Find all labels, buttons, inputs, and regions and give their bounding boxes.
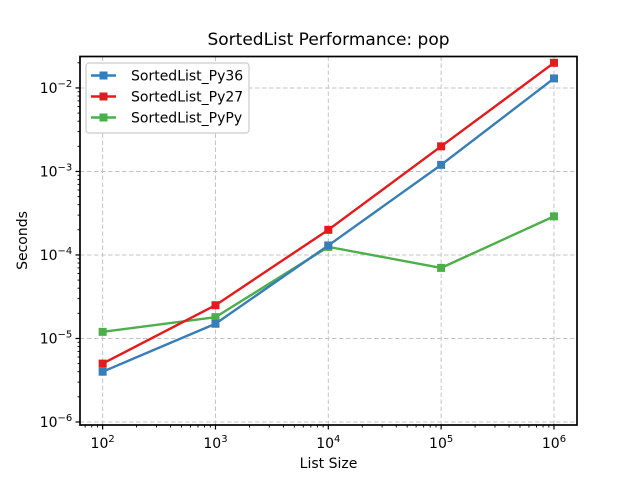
chart-title: SortedList Performance: pop bbox=[207, 30, 449, 50]
data-marker-SortedList_PyPy bbox=[98, 327, 107, 336]
tick-label-exponent: −3 bbox=[58, 162, 73, 173]
series-SortedList_Py27 bbox=[98, 58, 558, 368]
series-SortedList_Py36 bbox=[98, 74, 558, 376]
data-marker-SortedList_PyPy bbox=[549, 212, 558, 221]
tick-label-exponent: 5 bbox=[447, 434, 453, 445]
tick-label-exponent: 2 bbox=[108, 434, 114, 445]
data-marker-SortedList_Py27 bbox=[437, 142, 446, 151]
tick-label-base: 10 bbox=[542, 436, 560, 452]
tick-label-base: 10 bbox=[40, 164, 58, 180]
x-tick-label: 105 bbox=[429, 434, 453, 452]
legend-label: SortedList_Py36 bbox=[131, 69, 243, 85]
tick-label-exponent: −6 bbox=[58, 413, 73, 424]
tick-label-exponent: 3 bbox=[221, 434, 227, 445]
legend-marker bbox=[99, 113, 108, 122]
tick-label-exponent: −2 bbox=[58, 79, 73, 90]
tick-label-base: 10 bbox=[91, 436, 109, 452]
legend-entry: SortedList_Py27 bbox=[91, 90, 243, 106]
data-marker-SortedList_Py36 bbox=[98, 367, 107, 376]
y-tick-label: 10−5 bbox=[40, 329, 73, 347]
legend-marker bbox=[99, 71, 108, 80]
tick-label-exponent: −4 bbox=[58, 246, 73, 257]
y-tick-label: 10−4 bbox=[40, 246, 73, 264]
y-tick-label: 10−6 bbox=[40, 413, 73, 431]
tick-label-base: 10 bbox=[203, 436, 221, 452]
tick-label-exponent: −5 bbox=[58, 329, 73, 340]
x-tick-label: 103 bbox=[203, 434, 227, 452]
x-axis-label: List Size bbox=[300, 456, 358, 472]
tick-label-base: 10 bbox=[40, 415, 58, 431]
series-layer bbox=[98, 58, 558, 376]
tick-label-base: 10 bbox=[316, 436, 334, 452]
legend-layer: SortedList_Py36 SortedList_Py27 SortedList… bbox=[85, 62, 250, 134]
tick-label-base: 10 bbox=[40, 331, 58, 347]
tick-label-base: 10 bbox=[429, 436, 447, 452]
x-tick-label: 104 bbox=[316, 434, 340, 452]
legend-label: SortedList_PyPy bbox=[131, 111, 242, 127]
y-tick-label: 10−2 bbox=[40, 79, 73, 97]
legend-entry: SortedList_PyPy bbox=[91, 111, 242, 127]
grid-layer bbox=[80, 56, 577, 425]
data-marker-SortedList_Py27 bbox=[211, 301, 220, 310]
data-marker-SortedList_PyPy bbox=[211, 313, 220, 322]
tick-label-base: 10 bbox=[40, 248, 58, 264]
legend-label: SortedList_Py27 bbox=[131, 90, 243, 106]
data-marker-SortedList_Py27 bbox=[98, 359, 107, 368]
data-marker-SortedList_Py36 bbox=[549, 74, 558, 83]
tick-label-exponent: 4 bbox=[334, 434, 340, 445]
data-marker-SortedList_PyPy bbox=[437, 263, 446, 272]
tick-label-exponent: 6 bbox=[560, 434, 566, 445]
y-tick-label: 10−3 bbox=[40, 162, 73, 180]
data-marker-SortedList_Py36 bbox=[324, 241, 333, 250]
x-tick-label: 106 bbox=[542, 434, 566, 452]
x-tick-label: 102 bbox=[91, 434, 115, 452]
data-marker-SortedList_Py36 bbox=[211, 319, 220, 328]
data-marker-SortedList_Py27 bbox=[549, 58, 558, 67]
data-marker-SortedList_Py27 bbox=[324, 225, 333, 234]
legend-box bbox=[85, 62, 250, 134]
y-axis-label: Seconds bbox=[15, 211, 31, 270]
data-marker-SortedList_Py36 bbox=[437, 160, 446, 169]
legend-entry: SortedList_Py36 bbox=[91, 69, 243, 85]
legend-marker bbox=[99, 92, 108, 101]
tick-label-base: 10 bbox=[40, 81, 58, 97]
